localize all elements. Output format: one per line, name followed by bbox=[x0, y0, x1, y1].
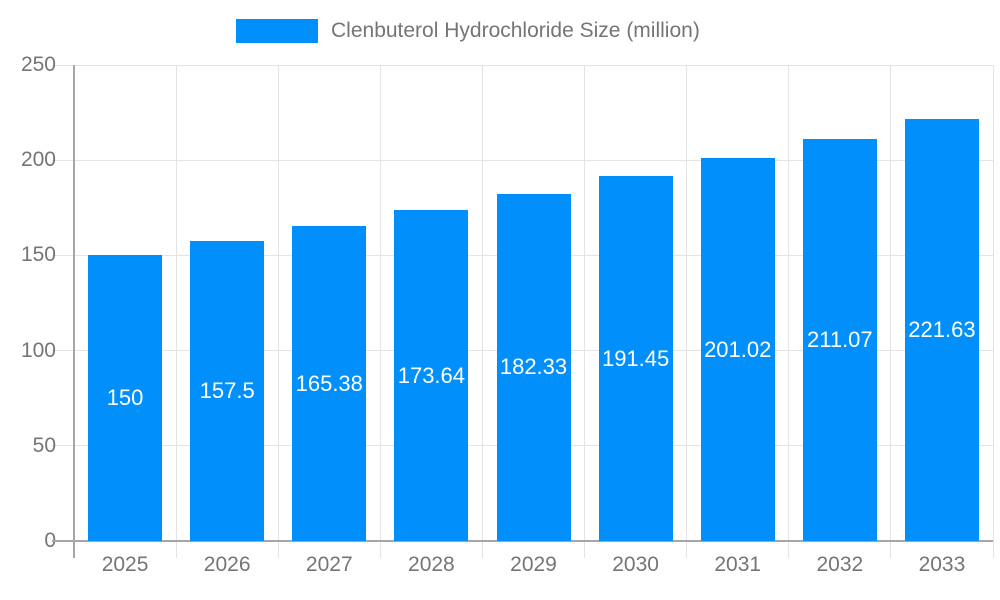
bar-value-label: 201.02 bbox=[704, 336, 772, 362]
bar-2029[interactable] bbox=[496, 193, 571, 541]
y-tick-label: 100 bbox=[20, 338, 56, 362]
bar-2032[interactable] bbox=[802, 139, 877, 541]
x-tick-label: 2032 bbox=[816, 553, 864, 576]
h-gridline bbox=[52, 64, 993, 66]
bar-value-label: 150 bbox=[106, 385, 144, 411]
bar-2033[interactable] bbox=[904, 119, 979, 541]
bar-value-label: 165.38 bbox=[295, 370, 363, 396]
legend[interactable]: Clenbuterol Hydrochloride Size (million) bbox=[236, 19, 700, 43]
v-gridline bbox=[175, 65, 177, 558]
y-tick-label: 150 bbox=[20, 243, 56, 267]
x-tick-label: 2029 bbox=[510, 553, 557, 576]
x-axis-line bbox=[52, 540, 993, 542]
bar-2030[interactable] bbox=[598, 176, 673, 541]
v-gridline bbox=[788, 65, 790, 558]
h-gridline bbox=[52, 159, 993, 161]
bar-value-label: 211.07 bbox=[807, 327, 873, 353]
x-tick-label: 2027 bbox=[305, 553, 353, 576]
y-tick-label: 0 bbox=[44, 529, 56, 552]
y-tick-label: 200 bbox=[20, 148, 56, 172]
bar-2031[interactable] bbox=[700, 158, 775, 541]
v-gridline bbox=[277, 65, 279, 558]
bar-value-label: 173.64 bbox=[397, 362, 466, 388]
v-gridline bbox=[584, 65, 586, 558]
v-gridline bbox=[890, 65, 892, 558]
bar-2027[interactable] bbox=[292, 226, 367, 541]
x-tick-label: 2031 bbox=[714, 553, 762, 576]
y-tick-label: 50 bbox=[32, 433, 56, 457]
v-gridline bbox=[686, 65, 688, 558]
v-gridline bbox=[481, 65, 483, 558]
v-gridline bbox=[992, 65, 994, 558]
v-gridline bbox=[379, 65, 381, 558]
bar-value-label: 191.45 bbox=[601, 345, 670, 371]
y-tick-label: 250 bbox=[20, 53, 56, 76]
bar-value-label: 157.5 bbox=[199, 378, 255, 404]
x-tick-label: 2025 bbox=[101, 553, 149, 576]
legend-label: Clenbuterol Hydrochloride Size (million) bbox=[331, 19, 700, 42]
bar-2026[interactable] bbox=[190, 241, 265, 541]
bar-value-label: 182.33 bbox=[499, 354, 568, 380]
legend-swatch bbox=[236, 19, 318, 43]
x-tick-label: 2030 bbox=[612, 553, 659, 576]
bar-2025[interactable] bbox=[88, 255, 163, 541]
bar-value-label: 221.63 bbox=[908, 317, 976, 342]
x-tick-label: 2028 bbox=[408, 553, 455, 576]
x-tick-label: 2026 bbox=[203, 553, 251, 576]
y-axis-line bbox=[73, 65, 75, 558]
bar-2028[interactable] bbox=[394, 210, 469, 541]
x-tick-label: 2033 bbox=[918, 553, 966, 576]
